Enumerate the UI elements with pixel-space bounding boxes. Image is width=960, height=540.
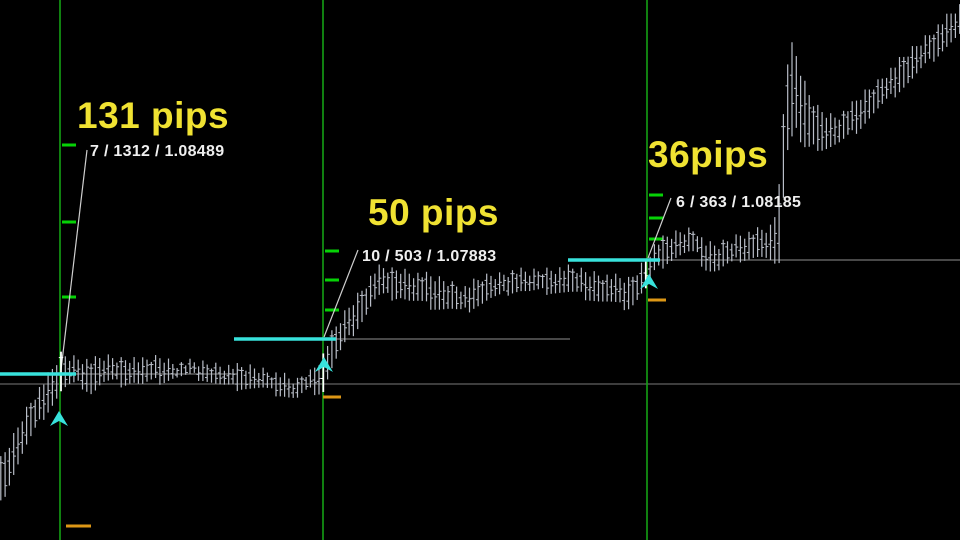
- scale-tick: [62, 295, 76, 299]
- pips-label-trade2: 50 pips: [368, 192, 499, 233]
- pips-label-trade1: 131 pips: [77, 95, 230, 136]
- scale-tick: [62, 220, 76, 224]
- buy-arrow-icon: [640, 274, 658, 289]
- measure-diagonal-line: [60, 149, 88, 371]
- scale-tick: [649, 237, 663, 241]
- measure-diagonal-line: [323, 249, 359, 338]
- trade-2-overlay: [234, 337, 341, 399]
- stop-level-dash: [323, 395, 341, 399]
- trade-2-underlay: [322, 0, 570, 540]
- trade-3-overlay: [568, 258, 666, 302]
- measure-stats-trade2: 10 / 503 / 1.07883: [362, 248, 497, 265]
- scale-tick: [325, 308, 339, 312]
- trade-3-underlay: [646, 0, 960, 540]
- scale-tick: [649, 193, 663, 197]
- trade-1-overlay: [0, 372, 91, 528]
- measure-diagonal-line: [647, 197, 672, 259]
- scale-tick: [325, 249, 339, 253]
- scale-tick: [649, 216, 663, 220]
- pips-label-trade3: 36pips: [648, 134, 769, 175]
- trade-1-underlay: [59, 0, 237, 540]
- scale-tick: [325, 278, 339, 282]
- stop-level-dash: [66, 524, 91, 528]
- buy-arrow-icon: [315, 357, 333, 372]
- price-bars: [0, 4, 960, 501]
- stop-level-dash: [648, 298, 666, 302]
- measure-stats-trade3: 6 / 363 / 1.08185: [676, 194, 802, 211]
- measure-stats-trade1: 7 / 1312 / 1.08489: [90, 143, 225, 160]
- buy-arrow-icon: [50, 411, 68, 426]
- scale-tick: [62, 143, 76, 147]
